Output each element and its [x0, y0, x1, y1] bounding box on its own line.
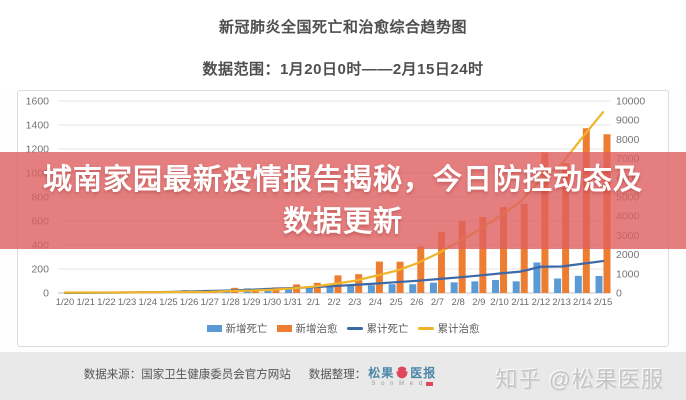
- y-axis-label-left: 1400: [26, 120, 50, 132]
- legend-item[interactable]: 新增治愈: [276, 321, 338, 336]
- bar-new-deaths: [554, 278, 562, 293]
- x-axis-label: 1/20: [56, 297, 75, 308]
- legend-label: 累计治愈: [437, 323, 480, 335]
- logo-caption: S o n M e d: [371, 381, 434, 387]
- x-axis-label: 1/25: [159, 297, 178, 308]
- zhihu-watermark: 知乎 @松果医服: [495, 367, 664, 392]
- legend-item[interactable]: 累计治愈: [417, 321, 480, 336]
- y-axis-label-left: 1600: [26, 96, 50, 108]
- page-title: 新冠肺炎全国死亡和治愈综合趋势图: [218, 19, 467, 36]
- x-axis-label: 2/13: [552, 297, 571, 308]
- x-axis-label: 2/12: [532, 297, 551, 308]
- data-source-text: 数据来源：国家卫生健康委员会官方网站: [83, 369, 291, 381]
- bar-new-cured: [396, 261, 404, 293]
- x-axis-label: 2/10: [490, 297, 509, 308]
- bar-new-deaths: [388, 284, 396, 293]
- x-axis-label: 2/4: [369, 297, 382, 308]
- data-credit-label: 数据整理：: [308, 369, 367, 381]
- legend-item[interactable]: 累计死亡: [346, 321, 409, 336]
- legend-swatch-icon: [206, 325, 222, 332]
- legend-swatch-icon: [417, 327, 434, 330]
- y-axis-label-right: 0: [616, 288, 622, 300]
- y-axis-label-right: 1000: [616, 268, 640, 280]
- bar-new-deaths: [367, 285, 375, 293]
- x-axis-label: 2/6: [410, 297, 423, 308]
- bar-new-deaths: [574, 275, 582, 293]
- bar-new-deaths: [326, 286, 334, 293]
- x-axis-label: 1/23: [118, 297, 137, 308]
- x-axis-label: 1/22: [97, 297, 116, 308]
- bar-new-deaths: [512, 281, 520, 293]
- headline-line-1: 城南家园最新疫情报告揭秘，今日防控动态及: [42, 163, 643, 196]
- y-axis-label-right: 2000: [616, 249, 640, 261]
- x-axis-label: 2/2: [327, 297, 340, 308]
- y-axis-label-right: 10000: [616, 96, 645, 108]
- x-axis-label: 2/8: [452, 297, 465, 308]
- y-axis-label-left: 200: [31, 264, 49, 276]
- footer-credits: 数据来源：国家卫生健康委员会官方网站 数据整理： 松果 医报 S o n M e…: [0, 366, 520, 387]
- legend-swatch-icon: [276, 325, 292, 332]
- x-axis-label: 2/5: [389, 297, 402, 308]
- pinecone-logo-icon: [396, 366, 408, 379]
- bar-new-deaths: [450, 282, 458, 293]
- x-axis-label: 1/31: [283, 297, 302, 308]
- bar-new-deaths: [492, 280, 500, 293]
- logo-text-left: 松果: [368, 365, 395, 380]
- chart-legend: 新增死亡 新增治愈 累计死亡 累计治愈: [18, 321, 668, 336]
- bar-new-cured: [375, 261, 383, 293]
- x-axis-label: 1/21: [76, 297, 95, 308]
- footer: 数据来源：国家卫生健康委员会官方网站 数据整理： 松果 医报 S o n M e…: [0, 352, 686, 400]
- x-axis-label: 2/15: [594, 297, 613, 308]
- x-axis-label: 1/30: [263, 297, 282, 308]
- bar-new-deaths: [305, 287, 313, 293]
- bar-new-deaths: [595, 275, 603, 293]
- date-range-subtitle: 数据范围：1月20日0时——2月15日24时: [202, 61, 484, 78]
- legend-item[interactable]: 新增死亡: [206, 321, 268, 336]
- x-axis-label: 2/11: [511, 297, 529, 308]
- y-axis-label-right: 8000: [616, 134, 640, 146]
- legend-label: 累计死亡: [366, 323, 409, 335]
- songmed-logo: 松果 医报 S o n M e d: [368, 366, 436, 387]
- bar-new-cured: [500, 207, 508, 293]
- x-axis-label: 1/29: [242, 297, 261, 308]
- bar-new-cured: [437, 231, 445, 293]
- x-axis-label: 2/1: [307, 297, 320, 308]
- bar-new-cured: [251, 290, 259, 293]
- headline-overlay-banner: 城南家园最新疫情报告揭秘，今日防控动态及 数据更新: [0, 152, 686, 249]
- logo-text-right: 医报: [410, 365, 437, 380]
- x-axis-label: 2/7: [431, 297, 444, 308]
- bar-new-deaths: [471, 281, 479, 293]
- legend-label: 新增死亡: [225, 323, 268, 335]
- bar-new-deaths: [429, 282, 437, 293]
- x-axis-label: 2/3: [348, 297, 361, 308]
- legend-swatch-icon: [346, 327, 363, 330]
- bar-new-deaths: [533, 262, 541, 293]
- y-axis-label-left: 0: [43, 288, 49, 300]
- data-credit-group: 数据整理： 松果 医报 S o n M e d: [309, 366, 437, 387]
- headline-line-2: 数据更新: [282, 205, 403, 238]
- x-axis-label: 1/28: [221, 297, 240, 308]
- bar-new-deaths: [347, 285, 355, 293]
- bar-new-deaths: [285, 287, 293, 293]
- x-axis-label: 1/24: [139, 297, 158, 308]
- x-axis-label: 2/14: [573, 297, 592, 308]
- bar-new-cured: [417, 246, 425, 293]
- bar-new-cured: [479, 217, 487, 293]
- x-axis-label: 2/9: [472, 297, 485, 308]
- x-axis-label: 1/27: [201, 297, 220, 308]
- bar-new-cured: [458, 221, 466, 293]
- bar-new-deaths: [409, 284, 417, 293]
- legend-label: 新增治愈: [295, 323, 338, 335]
- y-axis-label-right: 9000: [616, 115, 640, 127]
- logo-caption-tag: [426, 382, 434, 386]
- x-axis-label: 1/26: [180, 297, 199, 308]
- chart-header: 新冠肺炎全国死亡和治愈综合趋势图 数据范围：1月20日0时——2月15日24时: [0, 0, 686, 90]
